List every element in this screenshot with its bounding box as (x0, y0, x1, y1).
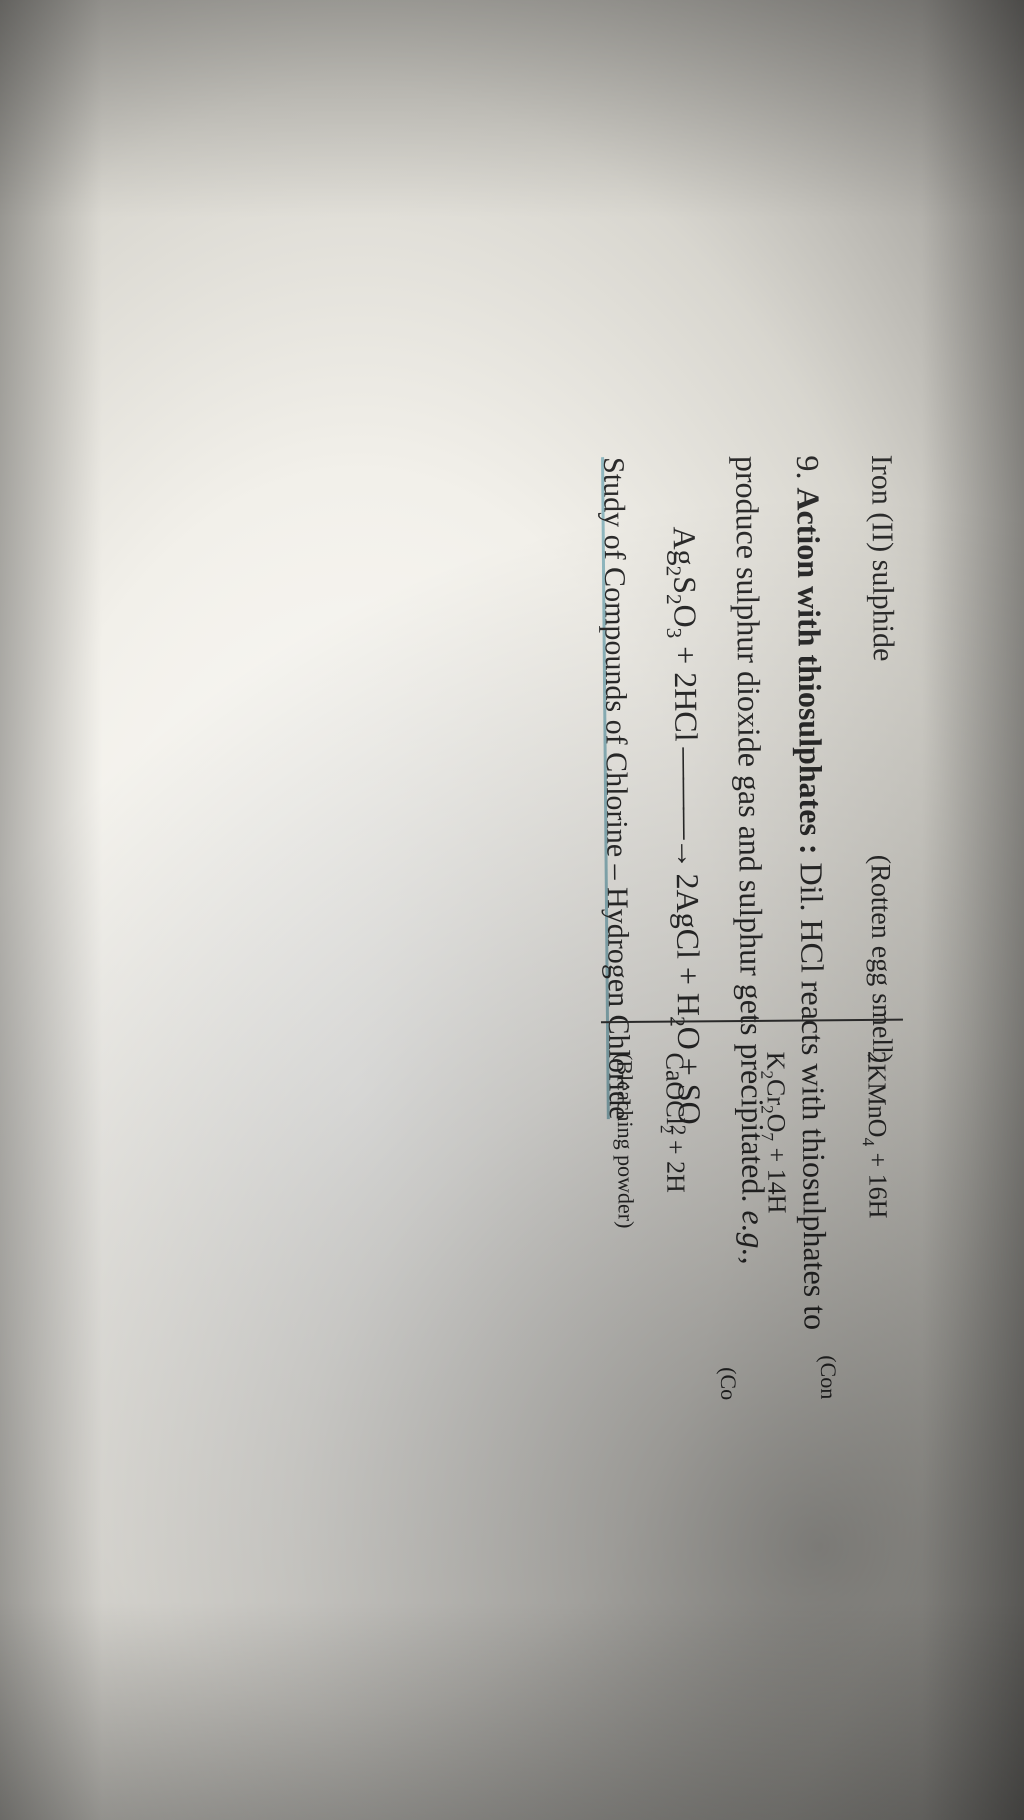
eq-14h: + 14H (762, 1141, 792, 1214)
eq-caocl2: CaOCl2 + 2H (647, 1052, 705, 1400)
eq-k2cr2o7: K2Cr2O7 + 14H (748, 1051, 806, 1399)
item-9-number: 9. (790, 455, 826, 487)
eq-h: H (671, 993, 707, 1016)
eq-k: K (761, 1052, 790, 1071)
eq-plus1: + (668, 638, 704, 672)
eq-ag: Ag (667, 526, 703, 565)
eq-kmno4: 2KMnO4 + 16H (849, 1051, 907, 1399)
eq-kmno4-a: 2KMnO (862, 1051, 892, 1138)
eq-2hcl: 2HCl (668, 672, 705, 742)
side-equations-column: 2KMnO4 + 16H (Con K2Cr2O7 + 14H (Co CaOC… (601, 1019, 907, 1402)
reaction-arrow-icon: ———→ (669, 741, 706, 873)
eq-plus2: + (671, 959, 707, 993)
eq-kmno4-note: (Con (802, 1051, 851, 1399)
eq-k2cr2o7-note: (Co (702, 1052, 751, 1400)
item-9-heading: Action with thiosulphates : (790, 487, 829, 862)
eq-o7: O (762, 1114, 791, 1133)
page-photo: Iron (II) sulphide (Rotten egg smell) 9.… (0, 0, 1024, 1820)
eq-2h: + 2H (661, 1133, 691, 1193)
eq-o: O (668, 604, 704, 627)
eq-caocl: CaOCl (661, 1052, 691, 1124)
textbook-sheet: Iron (II) sulphide (Rotten egg smell) 9.… (58, 394, 967, 1426)
eq-2agcl: 2AgCl (670, 873, 707, 959)
eq-kmno4-b: + 16H (863, 1146, 893, 1219)
bleaching-powder-note: (Bleaching powder) (601, 1053, 650, 1401)
eq-s: S (668, 576, 704, 594)
eq-cr: Cr (762, 1079, 791, 1105)
